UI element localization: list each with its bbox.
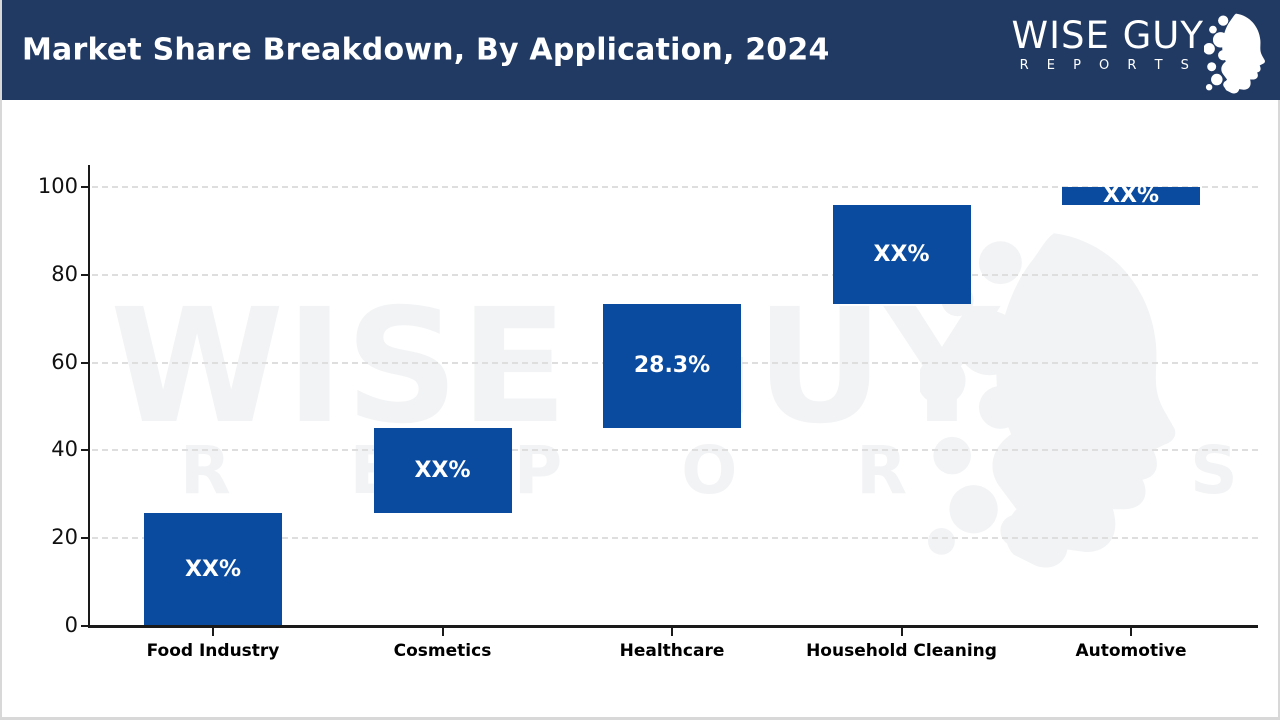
y-tick-label-60: 60 xyxy=(51,349,78,374)
x-tick-label-cosmetics: Cosmetics xyxy=(393,641,492,661)
watermark-wordmark: WISE GUY xyxy=(110,275,1001,459)
bar-food-industry: XX% xyxy=(144,513,282,626)
bar-household-cleaning: XX% xyxy=(832,204,971,305)
x-tick-healthcare xyxy=(671,628,673,636)
x-tick-food-industry xyxy=(212,628,214,636)
bar-value-label-automotive: XX% xyxy=(1103,183,1159,208)
watermark-head-icon xyxy=(920,233,1176,568)
header-bar: Market Share Breakdown, By Application, … xyxy=(2,0,1280,100)
y-tick-label-20: 20 xyxy=(51,525,78,550)
bar-value-label-food-industry: XX% xyxy=(185,556,241,582)
y-tick-60 xyxy=(81,361,89,364)
wiseguy-logo: WISE GUY R E P O R T S xyxy=(1012,4,1270,96)
x-tick-household-cleaning xyxy=(900,628,903,636)
y-tick-80 xyxy=(81,273,89,276)
bar-healthcare: 28.3% xyxy=(603,304,741,429)
x-tick-automotive xyxy=(1130,628,1132,636)
x-tick-label-automotive: Automotive xyxy=(1075,641,1187,661)
gridline-80 xyxy=(92,273,1258,276)
x-tick-label-food-industry: Food Industry xyxy=(146,641,280,661)
page-title: Market Share Breakdown, By Application, … xyxy=(22,32,830,68)
y-tick-label-80: 80 xyxy=(51,261,78,286)
x-tick-cosmetics xyxy=(441,628,444,636)
y-tick-label-40: 40 xyxy=(51,437,78,462)
y-tick-0 xyxy=(81,625,89,627)
logo-wordmark: WISE GUY R E P O R T S xyxy=(1011,14,1204,73)
y-tick-40 xyxy=(81,449,89,452)
x-axis-line xyxy=(88,625,1258,628)
gridline-20 xyxy=(92,537,1258,540)
y-tick-20 xyxy=(81,537,89,540)
y-tick-label-100: 100 xyxy=(37,174,78,198)
bar-value-label-household-cleaning: XX% xyxy=(873,241,930,267)
wiseguy-head-icon xyxy=(1204,13,1265,94)
waterfall-chart: WISE GUY R E P O R T S 0 20 40 60 80 100 XX% XX… xyxy=(2,100,1280,720)
bar-automotive: XX% xyxy=(1062,183,1200,208)
bar-value-label-cosmetics: XX% xyxy=(414,457,471,483)
x-tick-label-household-cleaning: Household Cleaning xyxy=(806,641,997,661)
logo-wordmark-line2: R E P O R T S xyxy=(1019,57,1196,73)
bar-cosmetics: XX% xyxy=(373,428,512,514)
x-tick-label-healthcare: Healthcare xyxy=(619,641,725,661)
y-tick-100 xyxy=(81,186,89,188)
y-tick-label-0: 0 xyxy=(64,613,78,637)
gridline-100 xyxy=(92,186,1258,188)
bar-value-label-healthcare: 28.3% xyxy=(633,353,711,379)
logo-wordmark-line1: WISE GUY xyxy=(1011,14,1204,57)
gridline-40 xyxy=(92,449,1258,452)
y-axis-line xyxy=(88,165,90,627)
